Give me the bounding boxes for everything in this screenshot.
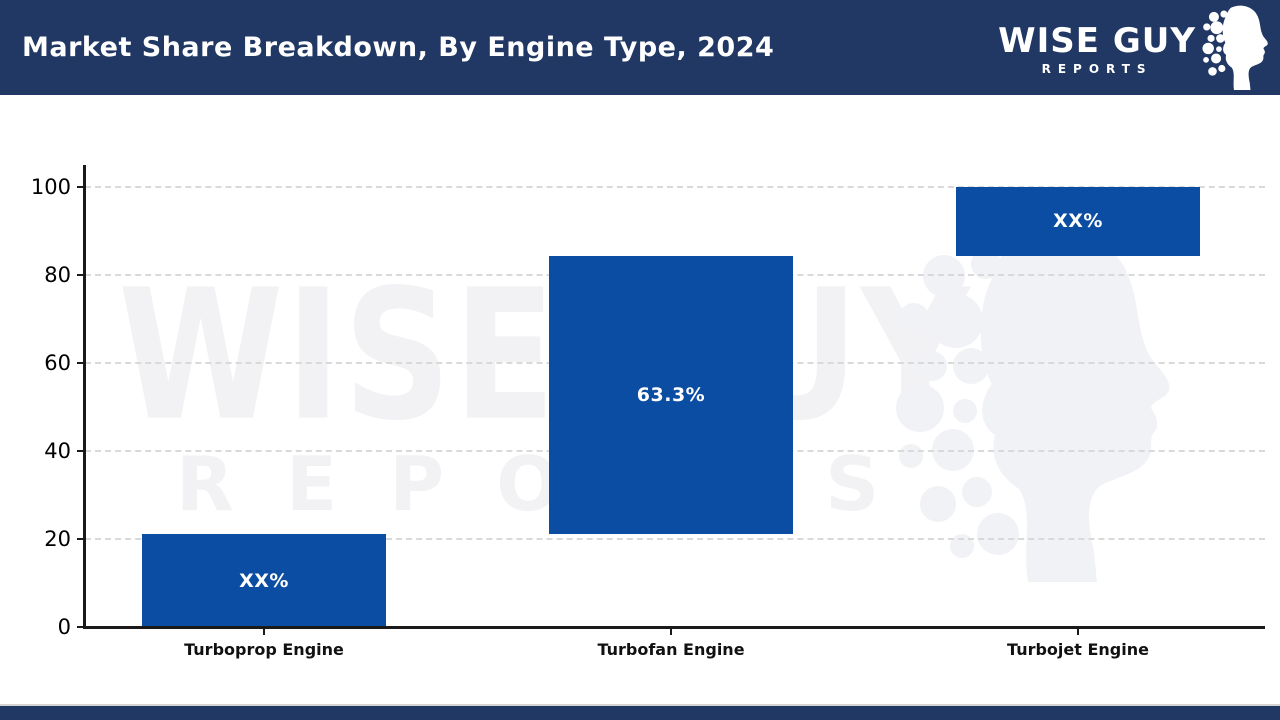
y-axis: [83, 165, 86, 629]
wiseguy-logo: WISE GUY REPORTS: [998, 4, 1270, 90]
y-tick-mark: [77, 450, 85, 452]
bar-turbojet-engine: XX%: [956, 187, 1200, 256]
y-tick-label: 20: [44, 527, 71, 551]
y-tick-mark: [77, 274, 85, 276]
x-tick-mark: [1077, 628, 1079, 635]
y-gridline: [85, 538, 1265, 540]
bar-turboprop-engine: XX%: [142, 534, 386, 627]
y-tick-label: 100: [30, 175, 71, 199]
bar-value-label: 63.3%: [636, 383, 706, 406]
y-tick-label: 60: [44, 351, 71, 375]
report-header: Market Share Breakdown, By Engine Type, …: [0, 0, 1280, 95]
bar-value-label: XX%: [1053, 210, 1103, 233]
y-tick-mark: [77, 626, 85, 628]
wiseguy-logo-text: WISE GUY REPORTS: [998, 21, 1196, 76]
x-category-label: Turbofan Engine: [597, 640, 745, 659]
y-tick-label: 0: [57, 615, 71, 639]
y-tick-mark: [77, 538, 85, 540]
logo-wordmark: WISE GUY: [998, 21, 1196, 62]
y-tick-mark: [77, 362, 85, 364]
y-gridline: [85, 186, 1265, 188]
chart-title: Market Share Breakdown, By Engine Type, …: [22, 32, 775, 63]
x-tick-mark: [670, 628, 672, 635]
x-axis: [83, 626, 1265, 629]
report-footer-bar: [0, 706, 1280, 720]
y-tick-label: 40: [44, 439, 71, 463]
watermark-wordmark: WISE GUY: [118, 252, 972, 461]
x-category-label: Turbojet Engine: [1007, 640, 1149, 659]
bottom-divider: [0, 704, 1280, 706]
watermark-head-profile-graphic: [896, 228, 1170, 582]
x-tick-mark: [263, 628, 265, 635]
y-tick-mark: [77, 186, 85, 188]
x-category-label: Turboprop Engine: [184, 640, 344, 659]
bar-value-label: XX%: [239, 569, 289, 592]
bar-turbofan-engine: 63.3%: [549, 255, 793, 535]
y-tick-label: 80: [44, 263, 71, 287]
logo-head-profile-icon: [1202, 5, 1268, 90]
logo-reports-text: REPORTS: [1041, 61, 1153, 76]
